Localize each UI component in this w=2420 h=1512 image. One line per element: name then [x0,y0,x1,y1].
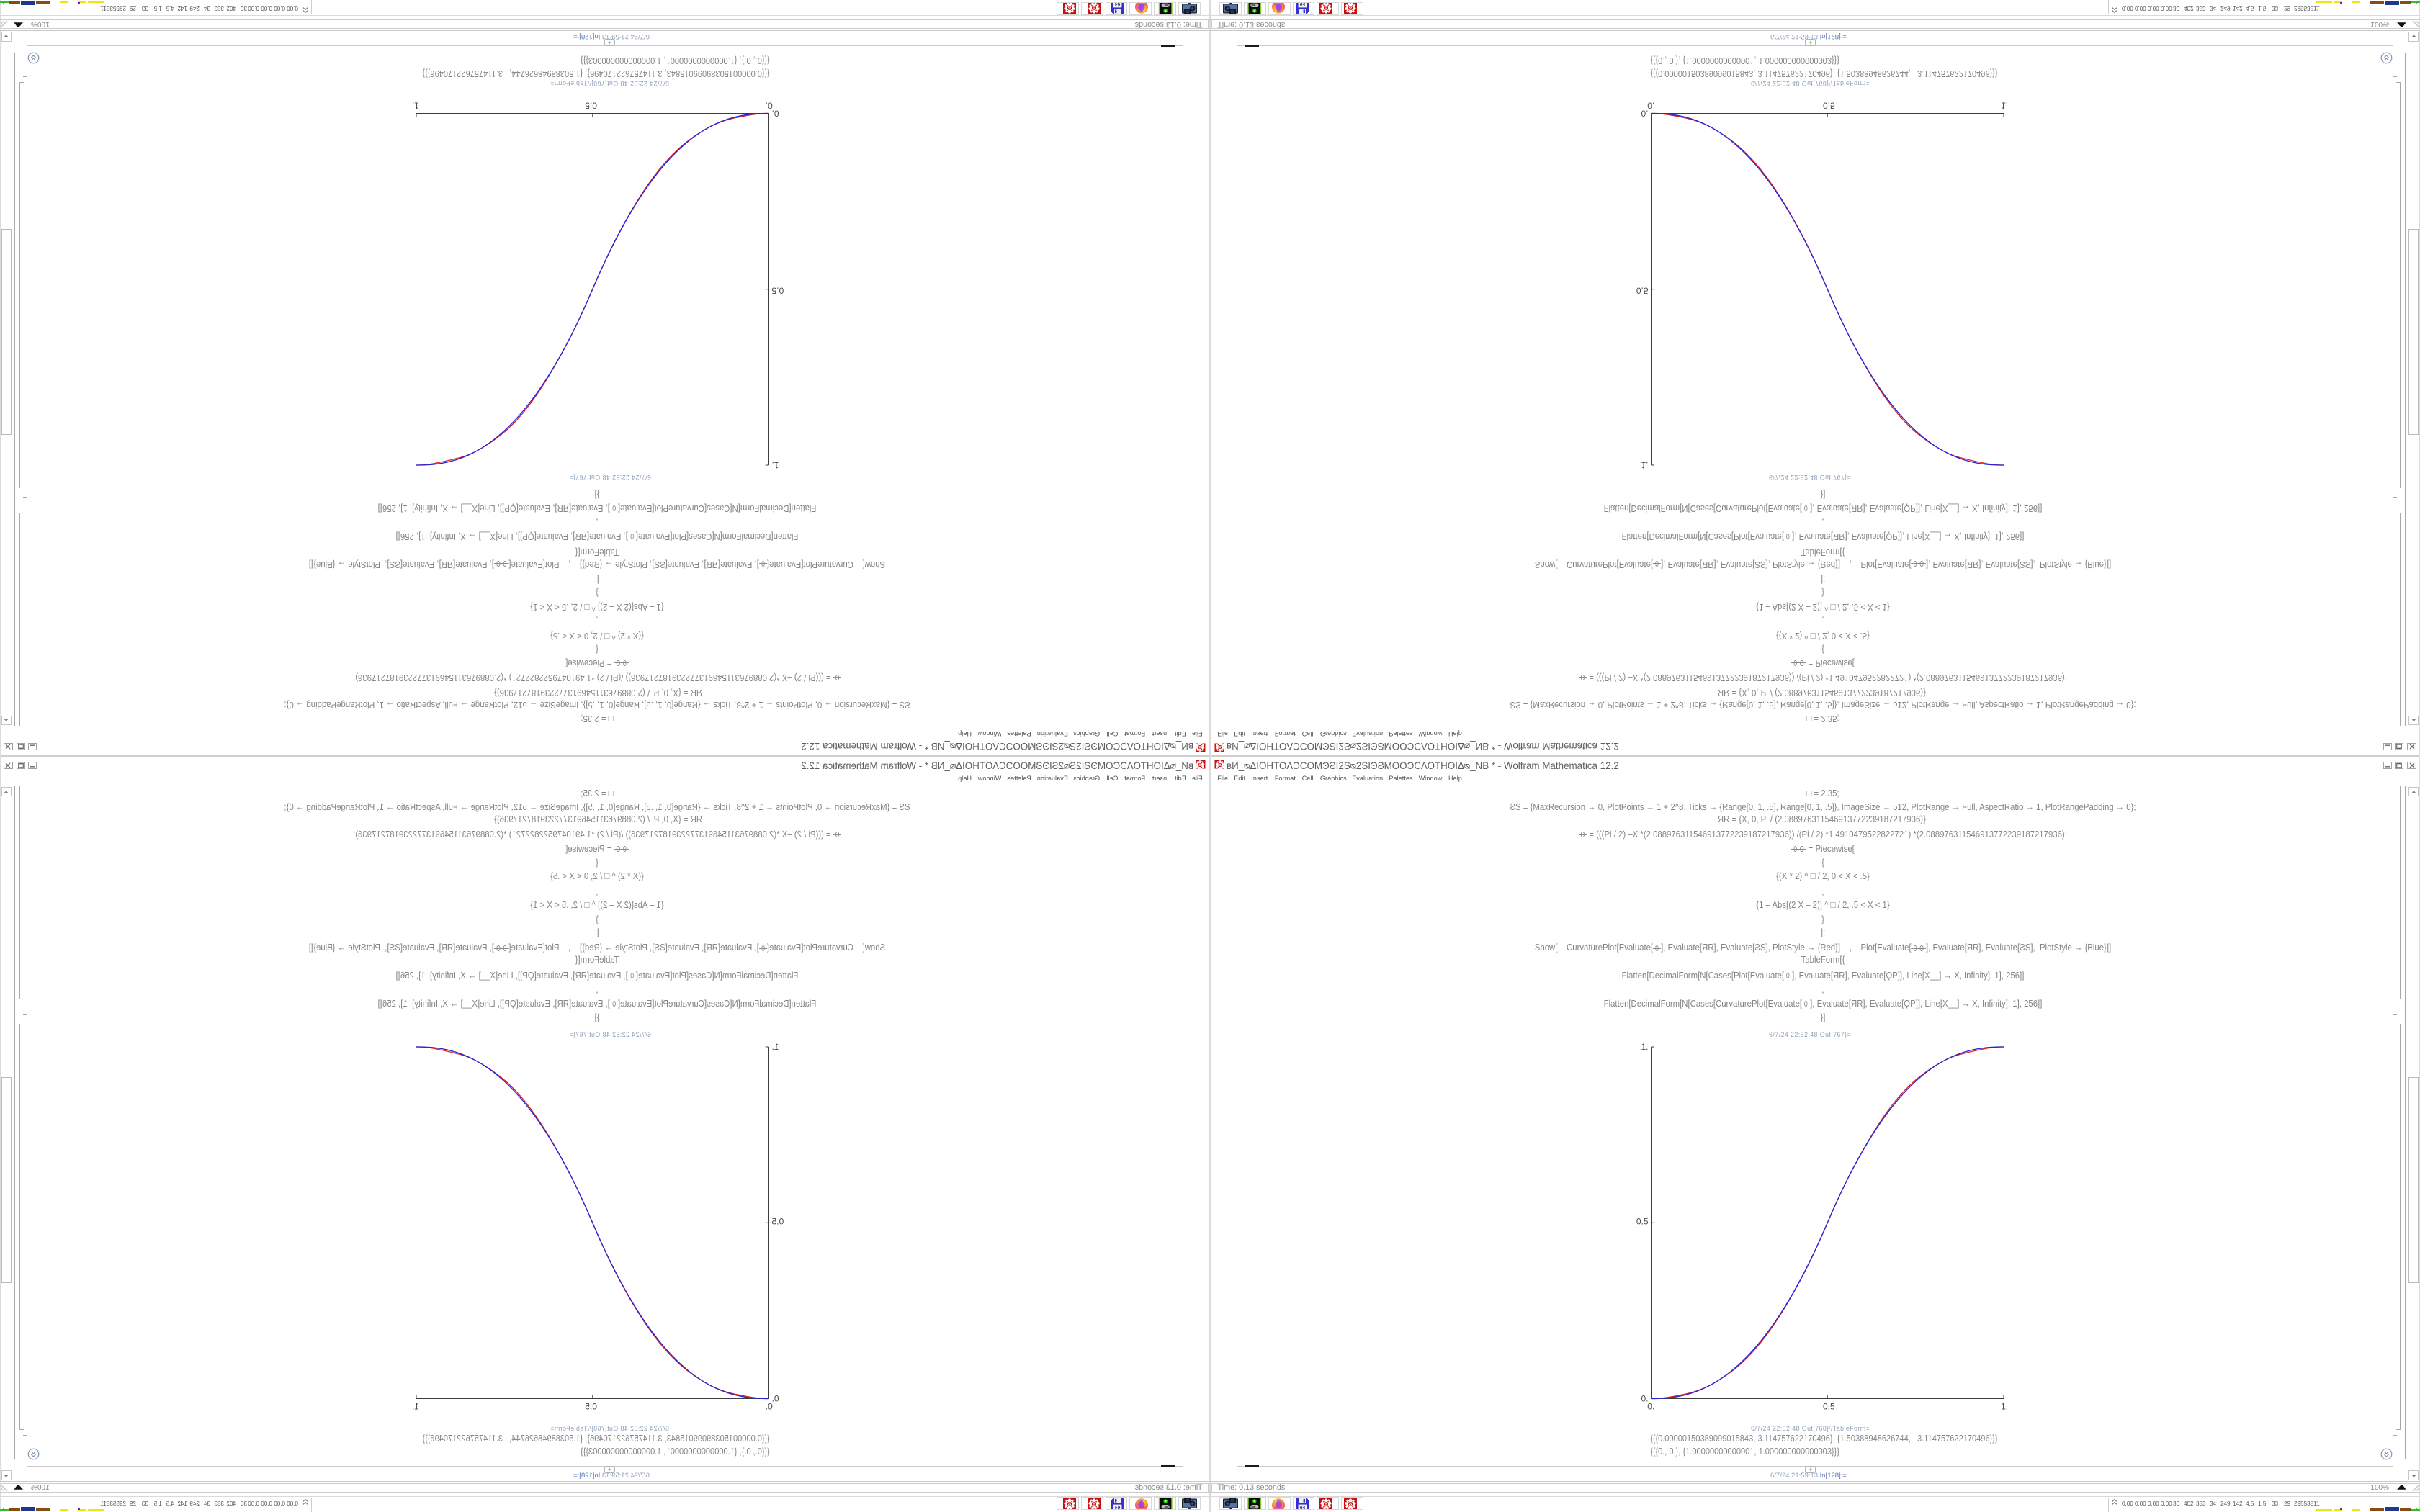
svg-text:0.5: 0.5 [1636,1217,1649,1227]
svg-text:0.: 0. [772,108,779,118]
svg-text:64: 64 [1299,2,1305,6]
svg-text:0.5: 0.5 [585,1402,597,1412]
svg-text:0.5: 0.5 [771,285,784,295]
svg-text:0.5: 0.5 [1823,101,1835,111]
svg-text:64: 64 [1115,1506,1121,1509]
svg-text:0.: 0. [1641,108,1648,118]
svg-text:0.: 0. [1641,1394,1648,1404]
svg-text:1.: 1. [1641,460,1648,470]
svg-text:1.: 1. [772,1042,779,1052]
svg-text:0.: 0. [766,1402,773,1412]
svg-text:0.: 0. [1647,1402,1654,1412]
svg-text:1.: 1. [1641,1042,1648,1052]
svg-text:1.: 1. [412,101,419,111]
svg-text:0.5: 0.5 [1636,285,1649,295]
svg-text:0.5: 0.5 [585,101,597,111]
svg-text:1.: 1. [2001,1402,2008,1412]
svg-text:0.5: 0.5 [771,1217,784,1227]
svg-text:0.: 0. [772,1394,779,1404]
svg-text:64: 64 [1299,1506,1305,1509]
svg-text:1.: 1. [772,460,779,470]
svg-text:1.: 1. [412,1402,419,1412]
svg-text:0.5: 0.5 [1823,1402,1835,1412]
svg-text:64: 64 [1115,2,1121,6]
svg-text:0.: 0. [766,101,773,111]
svg-text:1.: 1. [2001,101,2008,111]
svg-text:0.: 0. [1647,101,1654,111]
